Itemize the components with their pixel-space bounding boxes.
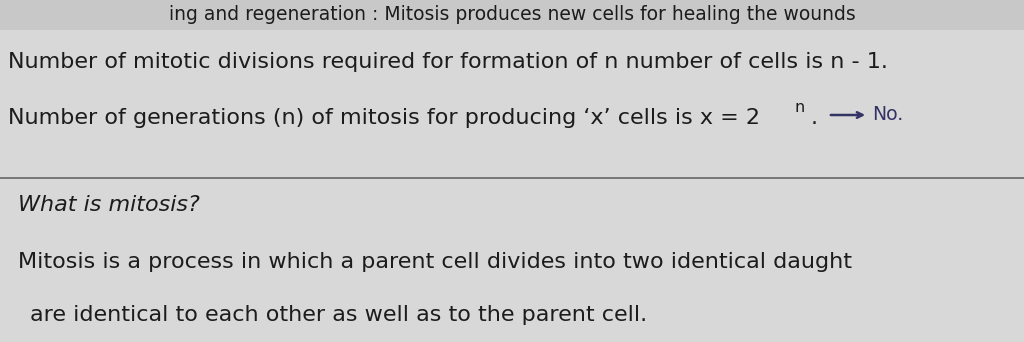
Text: Number of mitotic divisions required for formation of n number of cells is n - 1: Number of mitotic divisions required for… [8, 52, 888, 72]
Text: are identical to each other as well as to the parent cell.: are identical to each other as well as t… [30, 305, 647, 325]
Text: What is mitosis?: What is mitosis? [18, 195, 200, 215]
Text: Mitosis is a process in which a parent cell divides into two identical daught: Mitosis is a process in which a parent c… [18, 252, 852, 272]
Text: .: . [811, 108, 818, 128]
Bar [0, 0, 1024, 30]
Text: Number of generations (n) of mitosis for producing ‘x’ cells is x = 2: Number of generations (n) of mitosis for… [8, 108, 760, 128]
Text: No.: No. [872, 105, 903, 124]
Text: n: n [795, 101, 805, 116]
Text: ing and regeneration : Mitosis produces new cells for healing the wounds: ing and regeneration : Mitosis produces … [169, 5, 855, 25]
